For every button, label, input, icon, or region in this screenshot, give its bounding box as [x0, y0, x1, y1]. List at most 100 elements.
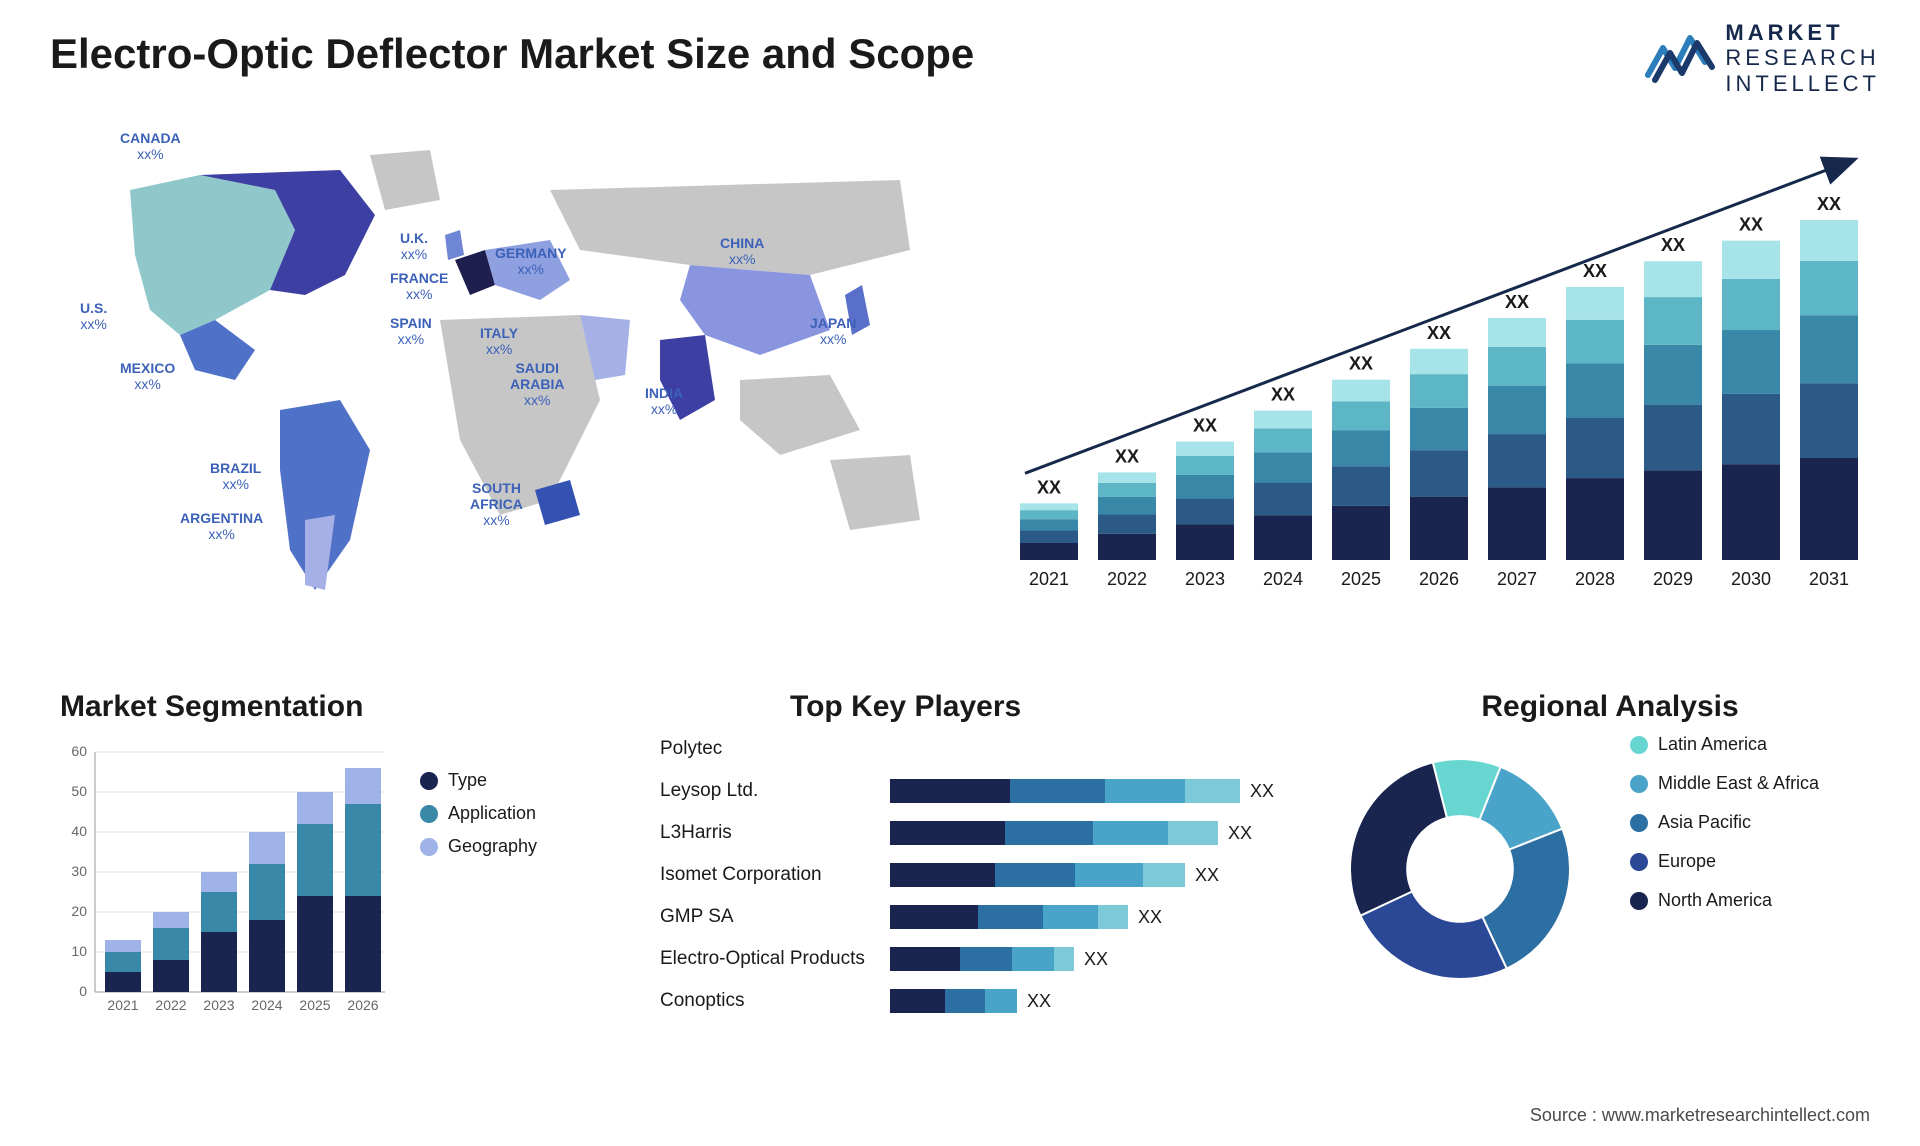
keyplayer-bar-seg [890, 905, 978, 929]
keyplayer-row: Polytec [660, 732, 1300, 766]
map-label-germany: GERMANYxx% [495, 245, 567, 277]
seg-year: 2024 [251, 997, 282, 1013]
main-bar-year: 2030 [1731, 569, 1771, 589]
logo-icon [1645, 30, 1715, 85]
keyplayer-bar-seg [1054, 947, 1074, 971]
seg-bar-seg [201, 932, 237, 992]
keyplayer-bar [890, 947, 1074, 971]
keyplayer-row: L3HarrisXX [660, 816, 1300, 850]
seg-bar-seg [297, 792, 333, 824]
map-label-saudi-arabia: SAUDIARABIAxx% [510, 360, 564, 408]
keyplayer-bar-seg [1075, 863, 1143, 887]
main-bar-seg [1176, 442, 1234, 456]
seg-bar-seg [105, 952, 141, 972]
seg-bar-seg [345, 768, 381, 804]
main-bar-seg [1800, 315, 1858, 383]
segmentation-title: Market Segmentation [60, 690, 620, 724]
regional-title: Regional Analysis [1330, 690, 1890, 724]
source-attribution: Source : www.marketresearchintellect.com [1530, 1105, 1870, 1126]
main-bar-seg [1644, 345, 1702, 405]
main-bar-seg [1176, 456, 1234, 475]
main-bar-seg [1020, 503, 1078, 510]
keyplayer-bar-seg [1098, 905, 1128, 929]
main-bar-year: 2026 [1419, 569, 1459, 589]
regional-legend-item: Europe [1630, 851, 1819, 872]
svg-text:50: 50 [71, 783, 87, 799]
map-region-uk [445, 230, 464, 260]
keyplayer-value: XX [1027, 991, 1051, 1012]
keyplayer-bar-seg [890, 989, 945, 1013]
main-bar-value: XX [1739, 215, 1763, 235]
map-label-canada: CANADAxx% [120, 130, 181, 162]
regional-legend-item: Middle East & Africa [1630, 773, 1819, 794]
seg-year: 2025 [299, 997, 330, 1013]
main-bar-seg [1176, 475, 1234, 499]
map-label-brazil: BRAZILxx% [210, 460, 261, 492]
logo-text: MARKET RESEARCH INTELLECT [1725, 20, 1880, 96]
main-bar-seg [1566, 287, 1624, 320]
keyplayer-label: GMP SA [660, 906, 890, 928]
brand-logo: MARKET RESEARCH INTELLECT [1645, 20, 1880, 96]
svg-text:0: 0 [79, 983, 87, 999]
seg-year: 2022 [155, 997, 186, 1013]
main-bar-seg [1410, 497, 1468, 560]
segmentation-section: Market Segmentation 01020304050602021202… [60, 690, 620, 1027]
keyplayer-row: Isomet CorporationXX [660, 858, 1300, 892]
seg-year: 2021 [107, 997, 138, 1013]
world-map: CANADAxx%U.S.xx%MEXICOxx%BRAZILxx%ARGENT… [40, 120, 960, 640]
keyplayer-bar [890, 779, 1240, 803]
main-bar-seg [1254, 452, 1312, 482]
seg-legend-item: Geography [420, 836, 537, 857]
main-growth-chart: XX2021XX2022XX2023XX2024XX2025XX2026XX20… [1000, 140, 1870, 620]
main-bar-seg [1566, 320, 1624, 364]
regional-section: Regional Analysis Latin AmericaMiddle Ea… [1330, 690, 1890, 994]
keyplayer-row: Leysop Ltd.XX [660, 774, 1300, 808]
svg-text:20: 20 [71, 903, 87, 919]
main-bar-seg [1176, 498, 1234, 524]
main-bar-seg [1722, 330, 1780, 394]
map-label-south-africa: SOUTHAFRICAxx% [470, 480, 523, 528]
keyplayer-bar-seg [960, 947, 1012, 971]
keyplayer-value: XX [1228, 823, 1252, 844]
keyplayer-bar-seg [1185, 779, 1240, 803]
regional-legend: Latin AmericaMiddle East & AfricaAsia Pa… [1630, 734, 1819, 994]
main-bar-year: 2021 [1029, 569, 1069, 589]
keyplayer-bar [890, 989, 1017, 1013]
seg-bar-seg [297, 824, 333, 896]
seg-bar-seg [153, 912, 189, 928]
main-bar-seg [1722, 241, 1780, 279]
regional-legend-item: North America [1630, 890, 1819, 911]
seg-bar-seg [153, 960, 189, 992]
keyplayers-title: Top Key Players [790, 690, 1300, 724]
main-bar-value: XX [1037, 477, 1061, 497]
map-label-italy: ITALYxx% [480, 325, 518, 357]
map-label-mexico: MEXICOxx% [120, 360, 175, 392]
keyplayer-bar-seg [985, 989, 1017, 1013]
main-bar-seg [1410, 408, 1468, 450]
main-bar-seg [1020, 531, 1078, 543]
seg-year: 2023 [203, 997, 234, 1013]
map-region-north-america-w [130, 175, 295, 335]
keyplayer-bar-seg [890, 779, 1010, 803]
keyplayer-bar-seg [1012, 947, 1054, 971]
keyplayer-value: XX [1250, 781, 1274, 802]
main-bar-seg [1800, 458, 1858, 560]
keyplayer-bar-seg [890, 821, 1005, 845]
main-bar-seg [1410, 450, 1468, 496]
main-bar-seg [1410, 374, 1468, 408]
main-bar-seg [1488, 347, 1546, 386]
main-bar-seg [1722, 394, 1780, 464]
main-bar-seg [1176, 524, 1234, 560]
keyplayer-row: GMP SAXX [660, 900, 1300, 934]
main-bar-year: 2027 [1497, 569, 1537, 589]
main-bar-seg [1800, 220, 1858, 261]
seg-legend-item: Type [420, 770, 537, 791]
map-label-india: INDIAxx% [645, 385, 683, 417]
keyplayer-bar-seg [945, 989, 985, 1013]
main-bar-value: XX [1817, 194, 1841, 214]
map-label-france: FRANCExx% [390, 270, 448, 302]
regional-donut [1330, 734, 1590, 994]
main-bar-seg [1800, 261, 1858, 315]
main-bar-seg [1332, 506, 1390, 560]
main-bar-seg [1410, 349, 1468, 374]
